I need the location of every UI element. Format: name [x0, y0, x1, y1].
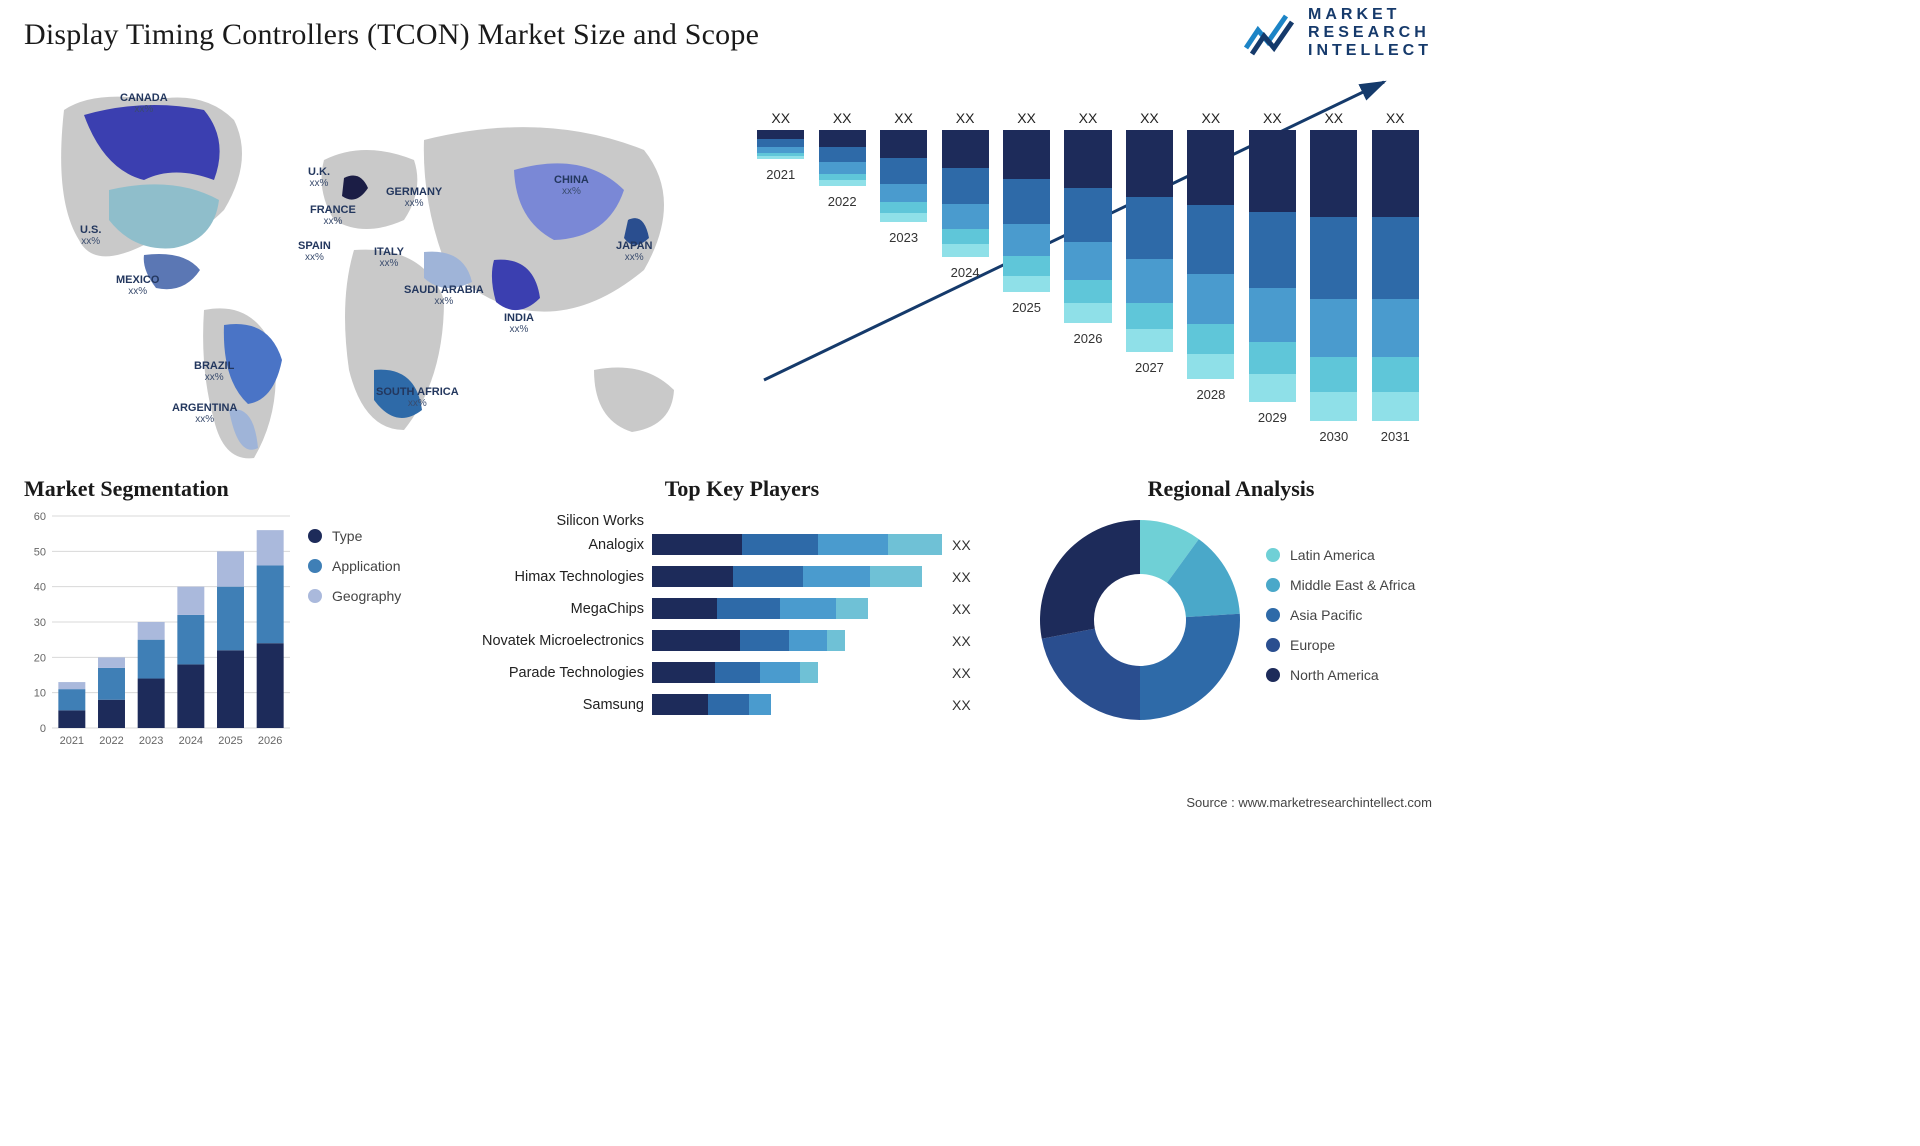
map-label-mexico: MEXICOxx% — [116, 274, 159, 298]
map-label-u-k-: U.K.xx% — [308, 166, 330, 190]
growth-bar-2022: XX2022 — [815, 110, 868, 444]
growth-bar-2030: XX2030 — [1307, 110, 1360, 444]
region-legend-asia-pacific: Asia Pacific — [1266, 607, 1432, 623]
segmentation-legend: Type Application Geography — [308, 510, 454, 750]
growth-bar-2031: XX2031 — [1369, 110, 1422, 444]
key-players-title: Top Key Players — [472, 476, 1012, 502]
map-label-china: CHINAxx% — [554, 174, 589, 198]
map-label-argentina: ARGENTINAxx% — [172, 402, 237, 426]
regional-panel: Regional Analysis Latin America Middle Ea… — [1030, 476, 1432, 776]
logo-mark-icon — [1244, 8, 1298, 58]
region-legend-middle-east-africa: Middle East & Africa — [1266, 577, 1432, 593]
map-label-saudi-arabia: SAUDI ARABIAxx% — [404, 284, 484, 308]
svg-text:40: 40 — [34, 582, 46, 594]
growth-bar-2029: XX2029 — [1246, 110, 1299, 444]
svg-text:2026: 2026 — [258, 735, 282, 747]
growth-bar-2026: XX2026 — [1061, 110, 1114, 444]
svg-text:20: 20 — [34, 652, 46, 664]
svg-text:2021: 2021 — [60, 735, 84, 747]
world-map: CANADAxx% U.S.xx% MEXICOxx% BRAZILxx% ARGENT… — [24, 70, 724, 470]
svg-text:10: 10 — [34, 688, 46, 700]
growth-bar-2023: XX2023 — [877, 110, 930, 444]
svg-text:60: 60 — [34, 511, 46, 523]
seg-legend-type: Type — [308, 528, 454, 544]
map-label-india: INDIAxx% — [504, 312, 534, 336]
region-legend-europe: Europe — [1266, 637, 1432, 653]
map-label-south-africa: SOUTH AFRICAxx% — [376, 386, 459, 410]
key-players-panel: Top Key Players Silicon WorksAnalogixXX H… — [472, 476, 1012, 776]
svg-text:2022: 2022 — [99, 735, 123, 747]
growth-bar-2021: XX2021 — [754, 110, 807, 444]
player-row-megachips: MegaChipsXX — [472, 596, 1012, 621]
player-row-himax-technologies: Himax TechnologiesXX — [472, 564, 1012, 589]
seg-legend-geography: Geography — [308, 588, 454, 604]
growth-bar-2027: XX2027 — [1123, 110, 1176, 444]
segmentation-panel: Market Segmentation 0 10 20 30 40 50 60 2021 202… — [24, 476, 454, 776]
logo-line2: RESEARCH — [1308, 24, 1432, 42]
map-label-canada: CANADAxx% — [120, 92, 168, 116]
player-row-silicon-works: Silicon Works — [472, 510, 1012, 532]
map-label-brazil: BRAZILxx% — [194, 360, 234, 384]
source-text: Source : www.marketresearchintellect.com — [1186, 795, 1432, 810]
growth-bar-2024: XX2024 — [938, 110, 991, 444]
map-label-japan: JAPANxx% — [616, 240, 652, 264]
regional-legend: Latin America Middle East & Africa Asia Pa… — [1266, 543, 1432, 697]
segmentation-title: Market Segmentation — [24, 476, 454, 502]
map-label-spain: SPAINxx% — [298, 240, 331, 264]
regional-donut — [1030, 510, 1250, 730]
brand-logo: MARKET RESEARCH INTELLECT — [1244, 6, 1432, 60]
svg-text:2024: 2024 — [179, 735, 203, 747]
map-label-u-s-: U.S.xx% — [80, 224, 101, 248]
svg-text:30: 30 — [34, 617, 46, 629]
map-label-france: FRANCExx% — [310, 204, 356, 228]
growth-chart: XX2021XX2022XX2023XX2024XX2025XX2026XX20… — [744, 70, 1432, 470]
svg-text:0: 0 — [40, 723, 46, 735]
svg-text:50: 50 — [34, 546, 46, 558]
regional-title: Regional Analysis — [1030, 476, 1432, 502]
svg-text:2025: 2025 — [218, 735, 242, 747]
seg-legend-application: Application — [308, 558, 454, 574]
player-row-samsung: SamsungXX — [472, 692, 1012, 717]
region-legend-latin-america: Latin America — [1266, 547, 1432, 563]
growth-bar-2028: XX2028 — [1184, 110, 1237, 444]
growth-bar-2025: XX2025 — [1000, 110, 1053, 444]
svg-text:2023: 2023 — [139, 735, 163, 747]
logo-line1: MARKET — [1308, 6, 1432, 24]
player-row-novatek-microelectronics: Novatek MicroelectronicsXX — [472, 628, 1012, 653]
logo-line3: INTELLECT — [1308, 42, 1432, 60]
player-row-parade-technologies: Parade TechnologiesXX — [472, 660, 1012, 685]
map-label-italy: ITALYxx% — [374, 246, 404, 270]
region-legend-north-america: North America — [1266, 667, 1432, 683]
map-label-germany: GERMANYxx% — [386, 186, 442, 210]
segmentation-chart: 0 10 20 30 40 50 60 2021 2022 2023 2024 2025 2026 — [24, 510, 294, 750]
page-title: Display Timing Controllers (TCON) Market… — [24, 18, 1432, 52]
player-row-analogix: AnalogixXX — [472, 532, 1012, 557]
world-map-svg — [24, 70, 724, 470]
